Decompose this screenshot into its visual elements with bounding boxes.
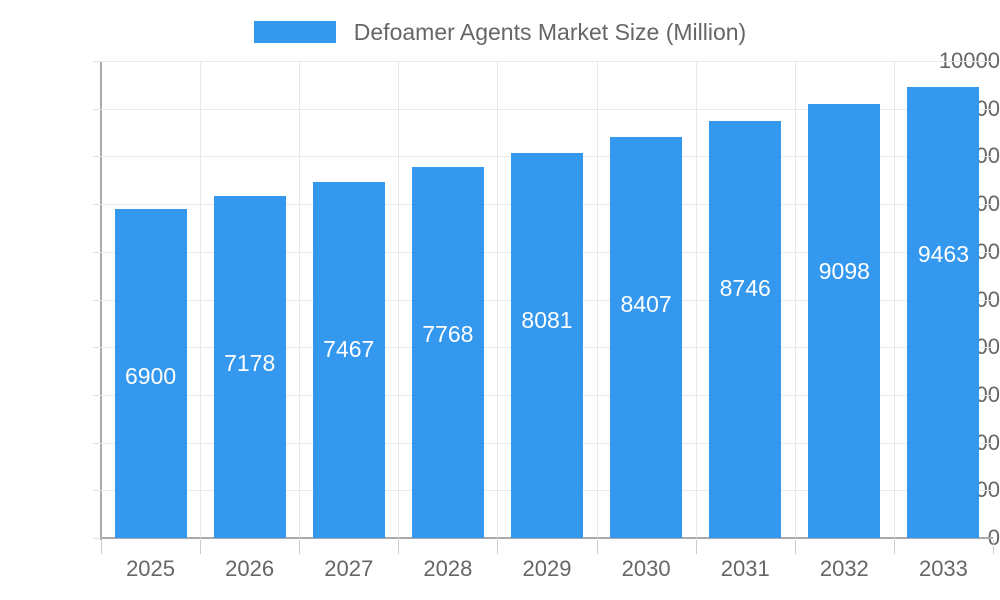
- y-tick-mark: [93, 156, 101, 158]
- y-tick-mark: [93, 251, 101, 253]
- x-tick-label: 2032: [819, 556, 869, 581]
- x-tick-label: 2025: [126, 556, 176, 581]
- bar[interactable]: 6900: [114, 208, 187, 538]
- x-tick-mark: [894, 540, 895, 554]
- x-tick-label: 2026: [225, 556, 275, 581]
- x-tick-mark: [101, 540, 102, 554]
- bar[interactable]: 9098: [808, 104, 881, 538]
- y-tick-mark: [93, 442, 101, 444]
- x-tick-mark: [795, 540, 796, 554]
- y-tick-label: 10000: [938, 48, 1000, 73]
- vertical-gridline: [894, 61, 895, 538]
- vertical-gridline: [497, 61, 498, 538]
- vertical-gridline: [299, 61, 300, 538]
- legend-swatch-defoamer-agents-market-size[interactable]: [253, 21, 336, 43]
- y-tick-label: 0: [987, 525, 1000, 550]
- x-tick-label: 2029: [522, 556, 572, 581]
- bar-value-label: 7467: [323, 335, 375, 362]
- x-tick-mark: [299, 540, 300, 554]
- bar[interactable]: 8746: [709, 120, 782, 538]
- bar[interactable]: 7178: [213, 195, 286, 538]
- x-tick-mark: [497, 540, 498, 554]
- bar-value-label: 8081: [521, 306, 573, 333]
- vertical-gridline: [200, 61, 201, 538]
- gridline: [101, 61, 993, 62]
- bar[interactable]: 9463: [907, 86, 980, 538]
- x-tick-label: 2030: [621, 556, 671, 581]
- x-axis: 2025 2026 2027 2028 2029 2030 2031 2032 2033: [101, 540, 994, 600]
- y-tick-mark: [93, 394, 101, 396]
- bar-value-label: 7768: [422, 321, 474, 348]
- bar-value-label: 9463: [917, 240, 970, 267]
- x-tick-mark: [200, 540, 201, 554]
- y-tick-mark: [93, 204, 101, 206]
- bar-value-label: 8407: [620, 291, 672, 317]
- vertical-gridline: [696, 61, 697, 538]
- y-tick-mark: [93, 61, 101, 62]
- plot-area: 6900 7178 7467 7768 8081 8407 8746 9098 9463: [101, 61, 993, 539]
- y-tick-mark: [93, 490, 101, 492]
- x-axis-baseline: [101, 537, 993, 539]
- x-tick-mark: [597, 540, 598, 554]
- vertical-gridline: [597, 61, 598, 538]
- gridline: [101, 108, 993, 110]
- x-tick-mark: [993, 540, 994, 554]
- x-tick-label: 2027: [324, 556, 374, 581]
- bar-value-label: 9098: [818, 258, 870, 285]
- x-tick-label: 2031: [720, 556, 770, 581]
- x-tick-label: 2033: [918, 556, 968, 581]
- y-tick-mark: [93, 347, 101, 349]
- bar[interactable]: 8081: [511, 152, 583, 538]
- y-axis-line: [100, 61, 102, 540]
- x-tick-mark: [696, 540, 697, 554]
- x-tick-label: 2028: [423, 556, 473, 581]
- bar-value-label: 8746: [719, 274, 771, 301]
- bar[interactable]: 7467: [312, 181, 385, 538]
- x-tick-mark: [398, 540, 399, 554]
- y-tick-mark: [93, 299, 101, 301]
- y-tick-mark: [93, 538, 101, 539]
- vertical-gridline: [795, 61, 796, 538]
- y-axis-tick-marks: [0, 61, 101, 539]
- bar[interactable]: 8407: [610, 137, 683, 538]
- bar[interactable]: 7768: [411, 167, 484, 538]
- y-tick-mark: [93, 108, 101, 110]
- bar-value-label: 6900: [124, 362, 177, 389]
- chart-legend: Defoamer Agents Market Size (Million): [0, 14, 1000, 50]
- vertical-gridline: [398, 61, 399, 538]
- bar-value-label: 7178: [224, 349, 276, 376]
- legend-label-defoamer-agents-market-size[interactable]: Defoamer Agents Market Size (Million): [353, 18, 747, 45]
